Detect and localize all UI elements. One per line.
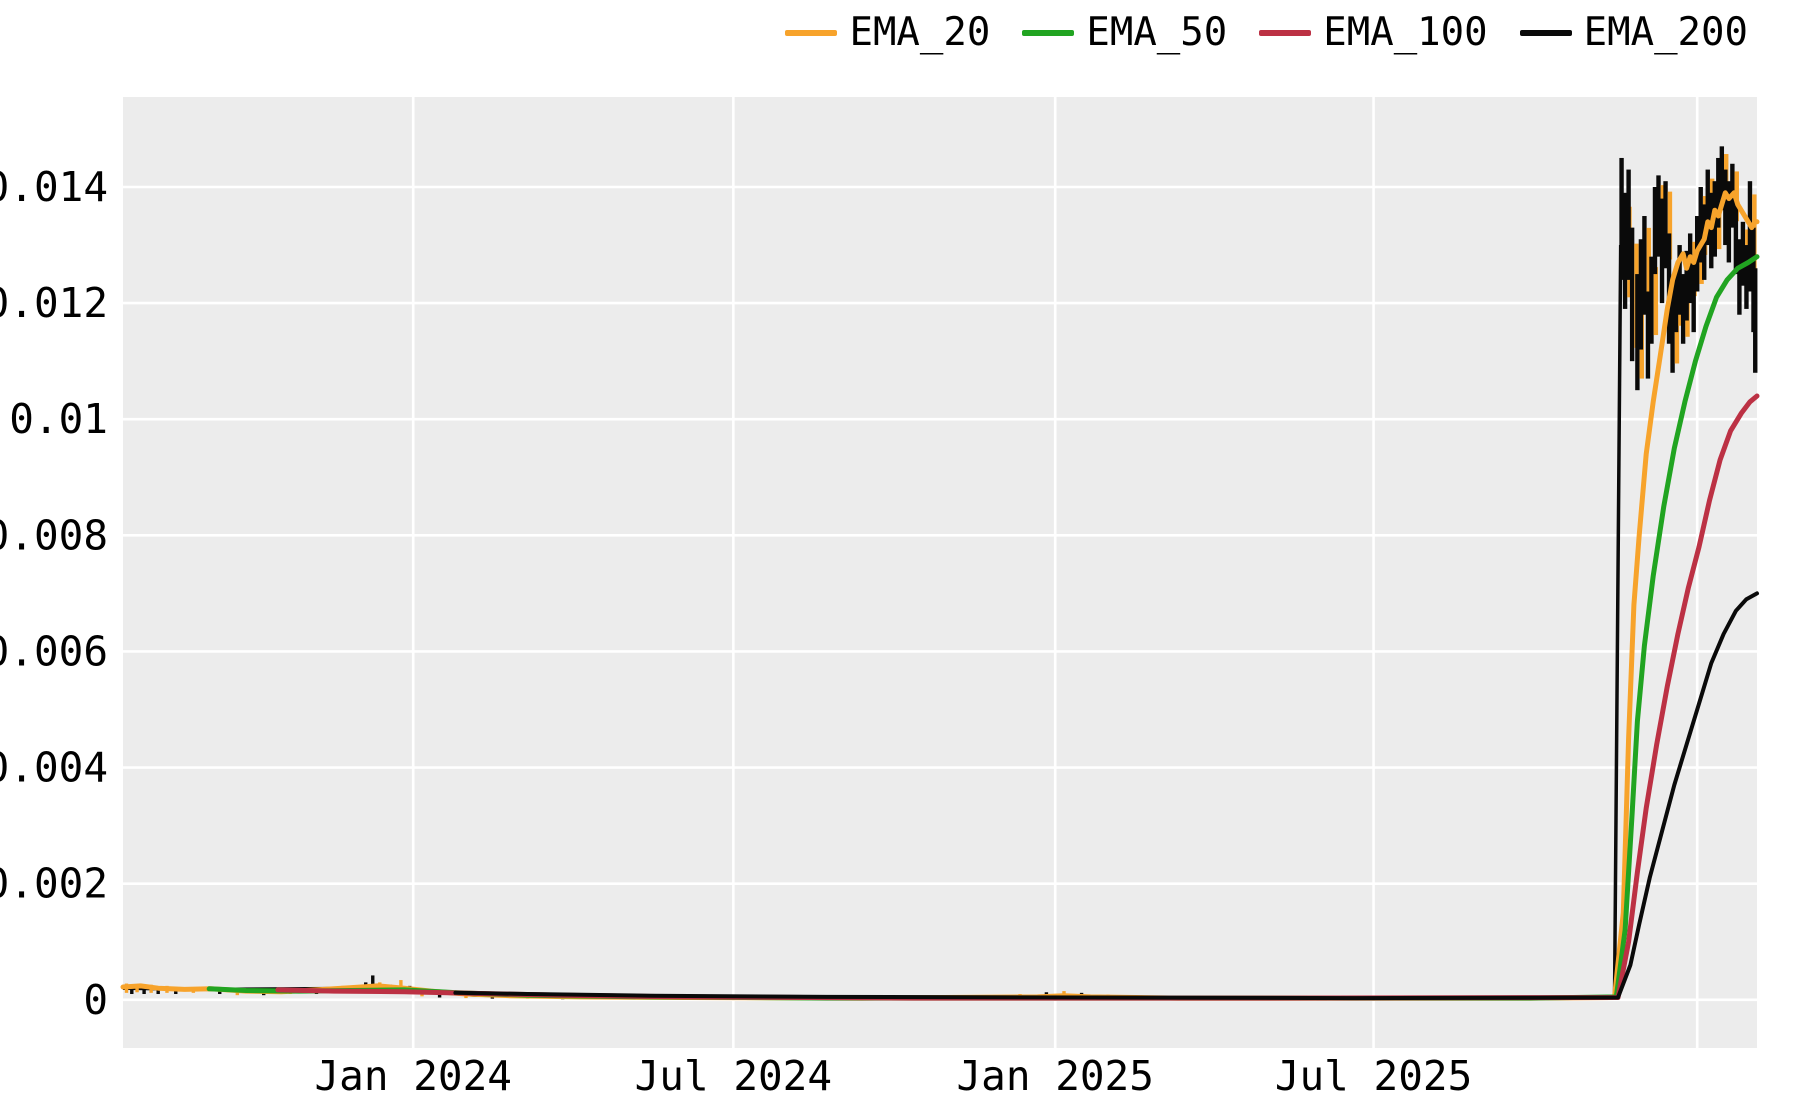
price-bar <box>1705 169 1710 246</box>
price-bar <box>1740 221 1746 286</box>
price-noise-bar <box>371 975 375 991</box>
price-bar <box>1737 239 1742 315</box>
legend-item-ema_100: EMA_100 <box>1259 10 1488 55</box>
x-tick-label: Jan 2024 <box>314 1052 511 1100</box>
price-bar <box>1656 175 1661 257</box>
price-noise-bar <box>130 984 134 995</box>
price-bar <box>1698 186 1703 263</box>
price-bar <box>1753 268 1758 373</box>
price-bar <box>1673 268 1679 333</box>
price-bar <box>1680 274 1686 344</box>
y-tick-label: 0.002 <box>0 860 108 908</box>
price-bar <box>1723 169 1728 246</box>
ema-line-ema_200 <box>453 591 1759 1001</box>
x-tick-label: Jul 2024 <box>635 1052 832 1100</box>
y-tick-label: 0 <box>83 976 108 1024</box>
ema-line-ema_20 <box>120 190 1760 1001</box>
price-bar-up <box>1646 227 1652 305</box>
y-tick-label: 0.01 <box>9 395 108 443</box>
chart-legend: EMA_20 EMA_50 EMA_100 EMA_200 <box>785 10 1748 55</box>
price-bar <box>1652 186 1658 275</box>
price-bar <box>1642 216 1647 315</box>
x-tick-label: Jan 2025 <box>956 1052 1153 1100</box>
legend-swatch-icon <box>785 29 838 36</box>
legend-swatch-icon <box>1259 29 1312 36</box>
y-tick-label: 0.014 <box>0 163 108 211</box>
price-bar <box>1629 227 1635 362</box>
price-bar <box>1638 239 1644 350</box>
x-tick-label: Jul 2025 <box>1275 1052 1472 1100</box>
y-tick-label: 0.006 <box>0 627 108 675</box>
price-bar <box>1747 181 1753 292</box>
price-bar <box>1622 192 1628 309</box>
y-tick-label: 0.004 <box>0 744 108 792</box>
legend-swatch-icon <box>1022 29 1075 36</box>
price-bar <box>1684 250 1689 321</box>
price-bar <box>1691 262 1696 333</box>
legend-item-ema_50: EMA_50 <box>1022 10 1227 55</box>
legend-item-ema_200: EMA_200 <box>1519 10 1748 55</box>
price-bar <box>1635 274 1640 391</box>
price-bar <box>1645 291 1651 379</box>
price-bar <box>1649 256 1654 344</box>
legend-label: EMA_20 <box>849 10 991 55</box>
price-bar <box>1744 245 1749 309</box>
y-tick-label: 0.008 <box>0 511 108 559</box>
plot-area <box>123 97 1757 1048</box>
price-bar <box>1677 245 1682 315</box>
price-bar <box>1709 192 1714 269</box>
price-bar-up <box>1667 191 1673 260</box>
price-noise-bar <box>142 985 146 995</box>
price-bar <box>1659 198 1665 304</box>
y-tick-label: 0.012 <box>0 279 108 327</box>
legend-item-ema_20: EMA_20 <box>785 10 990 55</box>
price-bar <box>1670 279 1675 373</box>
price-bar <box>1716 157 1721 228</box>
price-bar <box>1626 169 1631 280</box>
price-bar <box>1733 198 1739 275</box>
price-bar <box>1619 157 1624 280</box>
price-bar <box>1687 233 1693 304</box>
price-bar <box>1663 181 1668 269</box>
legend-label: EMA_50 <box>1086 10 1228 55</box>
legend-label: EMA_100 <box>1323 10 1488 55</box>
legend-swatch-icon <box>1519 29 1572 36</box>
price-bar-up <box>1653 267 1659 336</box>
price-bar <box>1719 146 1725 211</box>
price-bar <box>1726 181 1732 263</box>
legend-label: EMA_200 <box>1583 10 1748 55</box>
